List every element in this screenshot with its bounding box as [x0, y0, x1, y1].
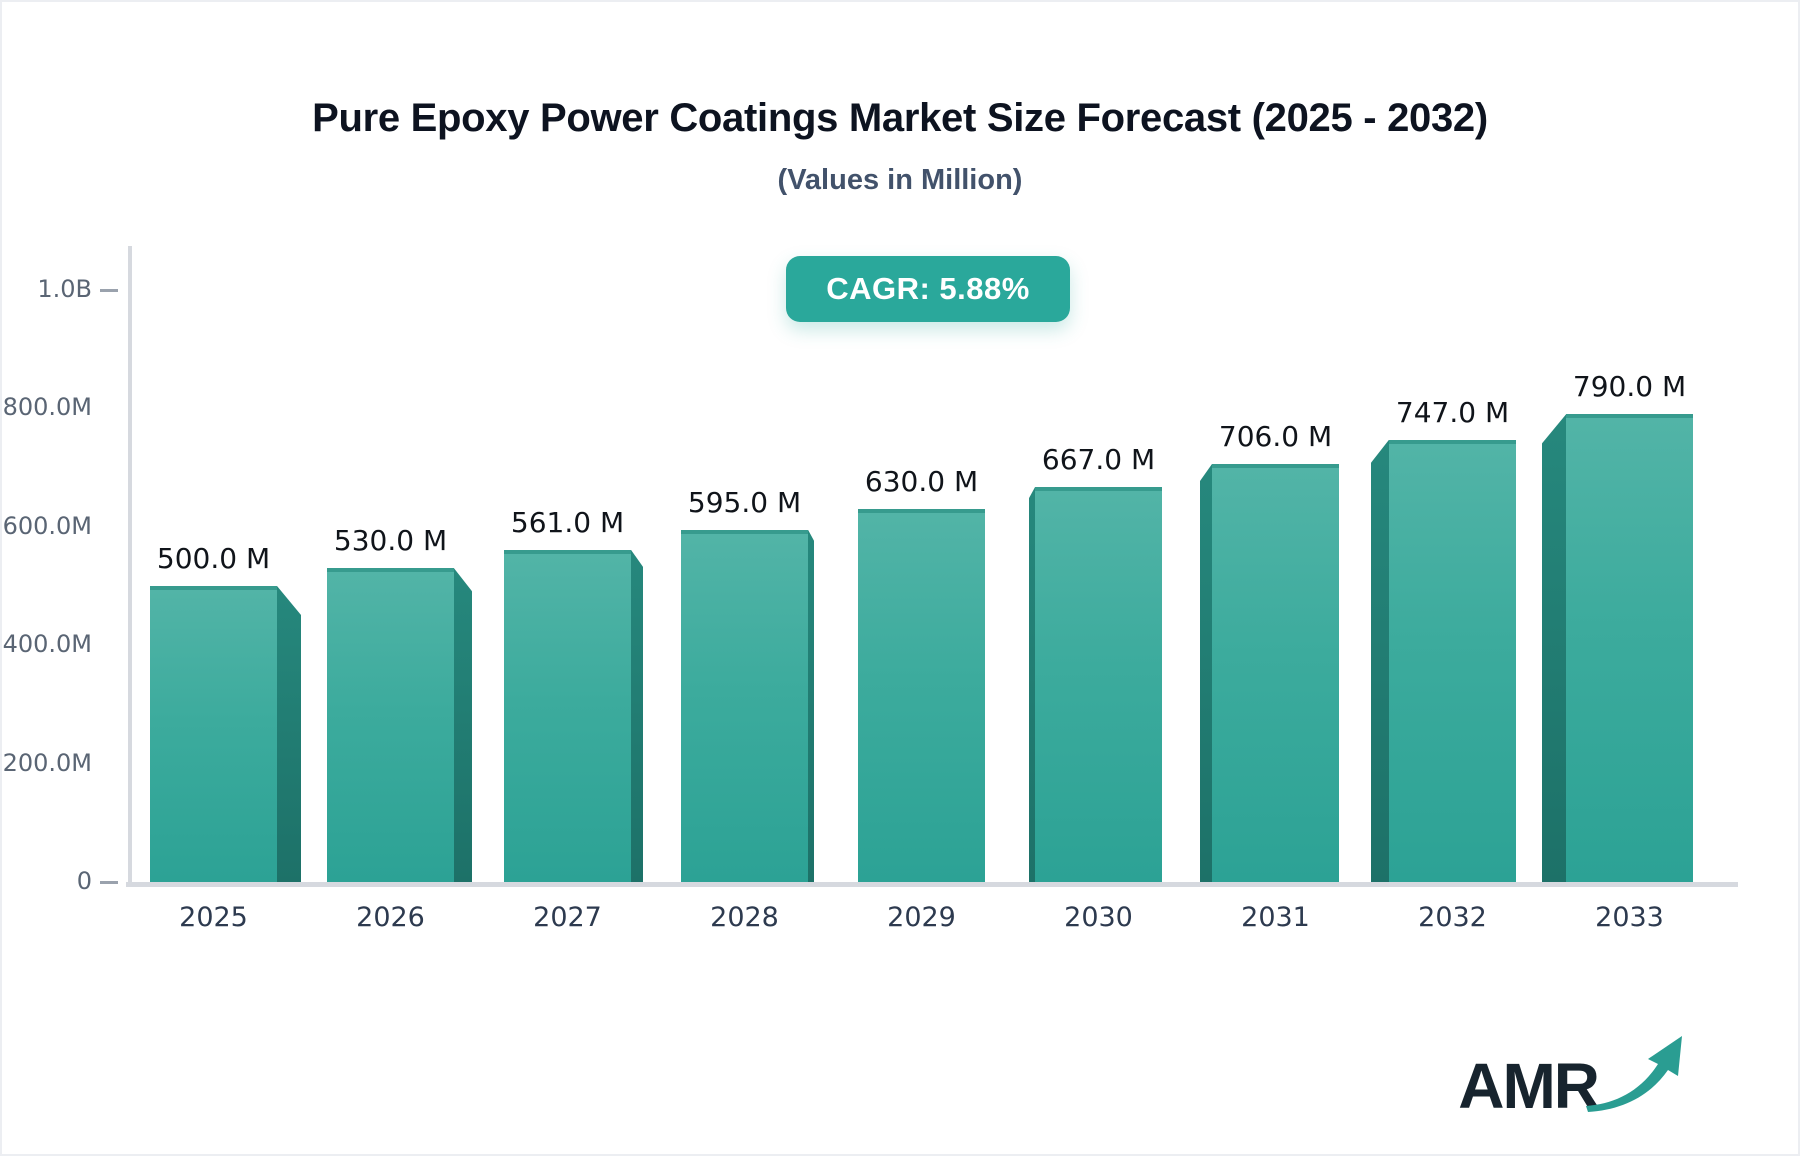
- x-axis-label-2027: 2027: [533, 902, 602, 933]
- bar-2028: [681, 529, 808, 882]
- amr-logo: AMR: [1458, 1030, 1688, 1118]
- x-axis-label-2029: 2029: [887, 902, 956, 933]
- x-axis-label-2031: 2031: [1241, 902, 1310, 933]
- bar-value-label: 500.0 M: [156, 542, 271, 575]
- x-axis-label-2032: 2032: [1418, 902, 1487, 933]
- y-axis-tick-label: 600.0M: [2, 511, 92, 540]
- bar-side-panel-2028: [808, 529, 814, 882]
- bar-side-panel-2031: [1200, 464, 1212, 882]
- bar-value-label: 790.0 M: [1572, 370, 1687, 404]
- y-axis-tick-label: 400.0M: [2, 630, 92, 659]
- bar-2033: [1566, 414, 1693, 882]
- bar-value-label: 630.0 M: [864, 465, 979, 499]
- x-axis-label-2025: 2025: [179, 902, 248, 933]
- bar-side-panel-2027: [631, 549, 643, 882]
- bar-2025: [150, 586, 277, 882]
- x-axis-label-2028: 2028: [710, 902, 779, 933]
- x-axis-label-2026: 2026: [356, 902, 425, 933]
- bar-side-panel-2030: [1029, 487, 1035, 882]
- bar-value-label: 667.0 M: [1041, 443, 1156, 477]
- bar-side-panel-2033: [1542, 414, 1566, 882]
- y-axis-tick-mark: [100, 289, 118, 292]
- y-axis-line: [128, 246, 132, 886]
- bar-side-panel-2032: [1371, 439, 1389, 882]
- growth-arrow-icon: [1586, 1036, 1682, 1112]
- bar-2032: [1389, 439, 1516, 882]
- y-axis-tick-label: 1.0B: [37, 275, 92, 303]
- y-axis-tick-label: 800.0M: [2, 393, 92, 422]
- bar-value-label: 747.0 M: [1395, 395, 1510, 429]
- bar-side-panel-2025: [277, 586, 301, 882]
- amr-logo-text: AMR: [1458, 1050, 1600, 1122]
- bar-side-panel-2026: [454, 568, 472, 882]
- bar-2027: [504, 549, 631, 882]
- y-axis-tick-mark: [100, 881, 118, 884]
- bar-2031: [1212, 464, 1339, 882]
- bar-value-label: 530.0 M: [333, 524, 448, 558]
- x-axis-label-2033: 2033: [1595, 902, 1664, 933]
- bar-2030: [1035, 487, 1162, 882]
- bar-value-label: 561.0 M: [510, 505, 625, 539]
- y-axis-tick-label: 200.0M: [2, 748, 92, 777]
- cagr-badge-label: CAGR: 5.88%: [826, 271, 1030, 306]
- bar-value-label: 706.0 M: [1218, 420, 1333, 454]
- x-axis-label-2030: 2030: [1064, 902, 1133, 933]
- bar-2026: [327, 568, 454, 882]
- cagr-badge: CAGR: 5.88%: [786, 256, 1070, 322]
- bar-2029: [858, 509, 985, 882]
- x-axis-line: [126, 882, 1738, 887]
- bar-value-label: 595.0 M: [687, 485, 802, 519]
- y-axis-tick-label: 0: [76, 867, 92, 895]
- chart-title: Pure Epoxy Power Coatings Market Size Fo…: [312, 96, 1488, 140]
- chart-subtitle: (Values in Million): [777, 164, 1023, 196]
